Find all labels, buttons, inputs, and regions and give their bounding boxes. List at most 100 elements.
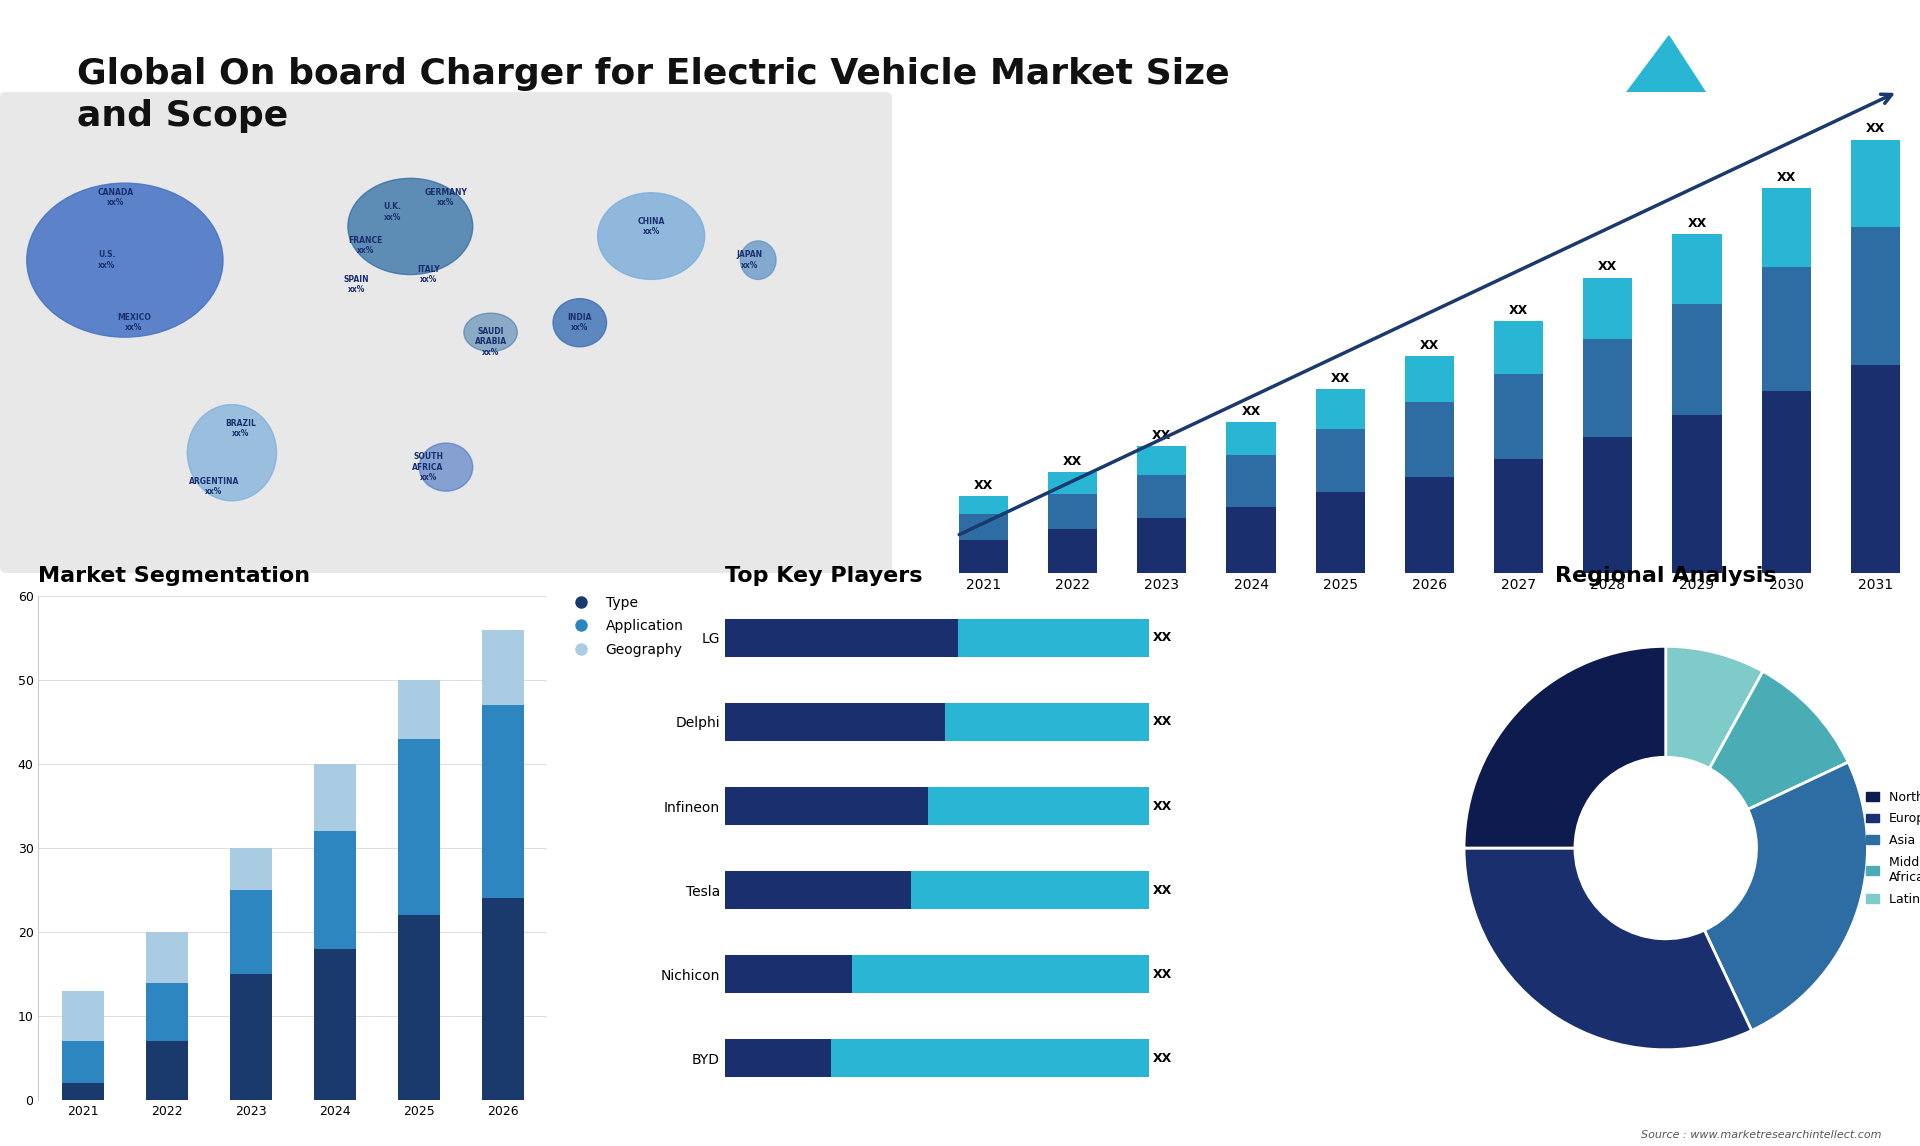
Legend: Type, Application, Geography: Type, Application, Geography xyxy=(564,592,685,660)
Wedge shape xyxy=(1709,672,1849,809)
Text: XX: XX xyxy=(1152,967,1173,981)
Bar xyxy=(1584,438,1632,573)
Bar xyxy=(1048,494,1096,529)
Text: CANADA
xx%: CANADA xx% xyxy=(98,188,134,207)
Text: SPAIN
xx%: SPAIN xx% xyxy=(344,275,371,293)
Text: FRANCE
xx%: FRANCE xx% xyxy=(349,236,382,256)
Bar xyxy=(1048,472,1096,494)
Bar xyxy=(230,848,271,890)
Bar xyxy=(726,956,852,992)
Bar xyxy=(61,1042,104,1083)
Wedge shape xyxy=(1705,762,1868,1030)
Bar xyxy=(1494,321,1544,374)
Bar xyxy=(1763,188,1811,267)
Ellipse shape xyxy=(465,313,516,352)
Bar xyxy=(397,680,440,739)
Text: XX: XX xyxy=(973,479,993,492)
Bar xyxy=(1405,477,1453,573)
Text: Top Key Players: Top Key Players xyxy=(726,566,922,586)
Ellipse shape xyxy=(188,405,276,501)
Bar xyxy=(1315,492,1365,573)
Bar xyxy=(929,787,1148,825)
Bar xyxy=(146,982,188,1042)
Text: Source : www.marketresearchintellect.com: Source : www.marketresearchintellect.com xyxy=(1642,1130,1882,1140)
Wedge shape xyxy=(1465,646,1667,848)
Text: INDIA
xx%: INDIA xx% xyxy=(568,313,591,332)
Bar xyxy=(831,1039,1148,1077)
Bar xyxy=(1851,366,1901,573)
Bar xyxy=(1672,416,1722,573)
Text: XX: XX xyxy=(1776,171,1795,183)
Text: XX: XX xyxy=(1509,304,1528,317)
Bar xyxy=(1315,390,1365,429)
Text: Market Segmentation: Market Segmentation xyxy=(38,566,311,586)
Bar xyxy=(1763,267,1811,392)
Bar xyxy=(1227,422,1275,455)
Bar xyxy=(945,704,1148,741)
Bar xyxy=(313,764,355,831)
Bar xyxy=(230,890,271,974)
Ellipse shape xyxy=(597,193,705,280)
Bar xyxy=(1672,234,1722,304)
Bar xyxy=(1227,508,1275,573)
Bar xyxy=(482,705,524,898)
Text: MARKET
RESEARCH
INTELLECT: MARKET RESEARCH INTELLECT xyxy=(1749,55,1820,104)
Legend: North America, Europe, Asia Pacific, Middle East &
Africa, Latin America: North America, Europe, Asia Pacific, Mid… xyxy=(1864,788,1920,908)
Text: BRAZIL
xx%: BRAZIL xx% xyxy=(225,419,255,438)
Wedge shape xyxy=(1667,646,1763,769)
Text: XX: XX xyxy=(1597,260,1617,273)
Bar xyxy=(1405,402,1453,477)
Text: XX: XX xyxy=(1688,217,1707,229)
Ellipse shape xyxy=(741,241,776,280)
Text: ITALY
xx%: ITALY xx% xyxy=(417,265,440,284)
Text: XX: XX xyxy=(1242,405,1261,417)
Bar xyxy=(726,1039,831,1077)
Text: SAUDI
ARABIA
xx%: SAUDI ARABIA xx% xyxy=(474,327,507,356)
Bar xyxy=(1851,227,1901,366)
Bar xyxy=(1851,140,1901,227)
Text: XX: XX xyxy=(1866,123,1885,135)
Bar xyxy=(726,704,945,741)
Text: XX: XX xyxy=(1152,1052,1173,1065)
Text: XX: XX xyxy=(1152,715,1173,729)
Bar xyxy=(1672,304,1722,416)
Text: JAPAN
xx%: JAPAN xx% xyxy=(735,251,762,269)
Text: MEXICO
xx%: MEXICO xx% xyxy=(117,313,152,332)
Bar xyxy=(482,898,524,1100)
Bar xyxy=(1494,374,1544,460)
Text: XX: XX xyxy=(1152,884,1173,896)
Wedge shape xyxy=(1465,848,1751,1050)
Ellipse shape xyxy=(27,183,223,337)
Bar xyxy=(230,974,271,1100)
Bar xyxy=(1584,339,1632,438)
Bar xyxy=(397,739,440,916)
Bar xyxy=(912,871,1148,909)
Bar xyxy=(958,513,1008,540)
Bar xyxy=(958,619,1148,657)
FancyBboxPatch shape xyxy=(0,92,893,573)
Text: U.S.
xx%: U.S. xx% xyxy=(98,251,115,269)
Text: XX: XX xyxy=(1064,455,1083,468)
Bar xyxy=(1227,455,1275,508)
Text: XX: XX xyxy=(1152,429,1171,441)
Text: CHINA
xx%: CHINA xx% xyxy=(637,217,664,236)
Text: SOUTH
AFRICA
xx%: SOUTH AFRICA xx% xyxy=(413,453,444,482)
Bar xyxy=(61,991,104,1042)
Bar xyxy=(61,1083,104,1100)
Ellipse shape xyxy=(348,179,472,275)
Bar xyxy=(146,1042,188,1100)
Bar xyxy=(1763,392,1811,573)
Bar xyxy=(313,831,355,949)
Title: Regional Analysis: Regional Analysis xyxy=(1555,566,1776,586)
Text: XX: XX xyxy=(1419,339,1438,352)
Bar xyxy=(482,629,524,705)
Text: U.K.
xx%: U.K. xx% xyxy=(384,203,401,221)
Text: XX: XX xyxy=(1331,371,1350,385)
Bar xyxy=(1048,529,1096,573)
Bar xyxy=(1405,356,1453,402)
Bar xyxy=(313,949,355,1100)
Bar xyxy=(958,540,1008,573)
Ellipse shape xyxy=(553,299,607,347)
Bar xyxy=(1137,518,1187,573)
Polygon shape xyxy=(1607,36,1722,119)
